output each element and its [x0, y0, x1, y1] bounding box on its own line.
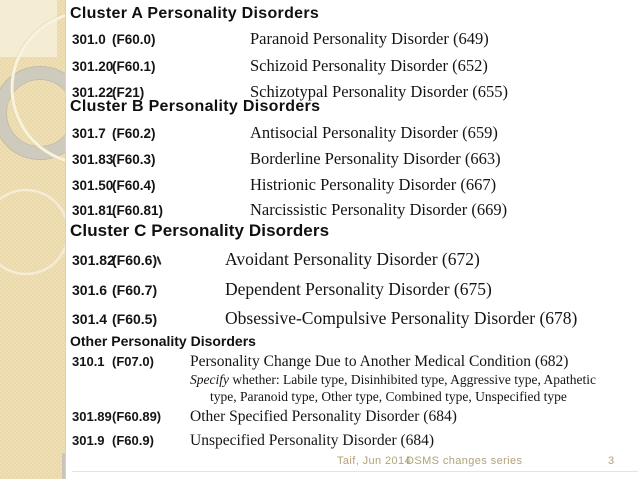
- dsm-code: 310.1: [72, 354, 105, 369]
- table-row: 301.50 (F60.4) Histrionic Personality Di…: [72, 175, 634, 195]
- icd-code: (F60.2): [112, 126, 156, 141]
- dsm-code: 301.83: [72, 152, 114, 167]
- decorative-sidebar: [0, 0, 66, 479]
- sidebar-circles-graphic: [0, 0, 65, 276]
- sidebar-bottom-tab: [62, 452, 65, 479]
- dsm-code: 301.89: [72, 409, 112, 424]
- table-row: 301.20 (F60.1) Schizoid Personality Diso…: [72, 56, 634, 76]
- icd-code: (F60.1): [112, 59, 156, 74]
- dsm-code: 301.9: [72, 433, 105, 448]
- dsm-code: 301.4: [72, 311, 108, 327]
- section-heading-other: Other Personality Disorders: [70, 333, 256, 349]
- icd-code: (F07.0): [112, 354, 154, 369]
- disorder-name: Paranoid Personality Disorder (649): [250, 29, 489, 48]
- section-heading-cluster-c: Cluster C Personality Disorders: [70, 221, 330, 240]
- icd-code: (F60.0): [112, 32, 156, 47]
- table-row: 301.6 (F60.7) Dependent Personality Diso…: [72, 279, 634, 300]
- table-row: 301.89 (F60.89) Other Specified Personal…: [72, 408, 634, 426]
- specify-rest: whether: Labile type, Disinhibited type,…: [228, 372, 597, 387]
- icd-code: (F60.4): [112, 178, 156, 193]
- icd-code: (F21): [112, 85, 145, 100]
- section-heading-cluster-b: Cluster B Personality Disorders: [70, 98, 321, 115]
- dsm-code: 301.82: [72, 252, 115, 268]
- table-row: 301.7 (F60.2) Antisocial Personality Dis…: [72, 123, 634, 143]
- footer-series: DSMS changes series: [406, 455, 523, 467]
- disorder-name: Schizotypal Personality Disorder (655): [250, 82, 508, 101]
- sidebar-light-square: [0, 0, 57, 57]
- faint-circle: [0, 188, 65, 276]
- disorder-name: Avoidant Personality Disorder (672): [225, 249, 480, 269]
- disorder-name: Schizoid Personality Disorder (652): [250, 56, 488, 75]
- page-number: 3: [608, 455, 615, 467]
- table-row: 301.81 (F60.81) Narcissistic Personality…: [72, 200, 634, 220]
- disorder-name: Unspecified Personality Disorder (684): [190, 432, 435, 449]
- icd-code: (F60.89): [112, 409, 162, 424]
- dsm-code: 301.50: [72, 178, 114, 193]
- specify-note-line1: Specify whether: Labile type, Disinhibit…: [190, 372, 596, 388]
- gray-ring: [0, 67, 65, 159]
- table-row: 301.0 (F60.0) Paranoid Personality Disor…: [72, 29, 634, 49]
- icd-code: (F60.6): [112, 252, 225, 268]
- dsm-code: 301.22: [72, 85, 114, 100]
- disorder-name: Borderline Personality Disorder (663): [250, 149, 501, 168]
- dsm-code: 301.7: [72, 126, 106, 141]
- table-row: 301.9 (F60.9) Unspecified Personality Di…: [72, 432, 634, 450]
- dsm-code: 301.20: [72, 59, 114, 74]
- table-row: 310.1 (F07.0) Personality Change Due to …: [72, 353, 634, 371]
- disorder-name: Other Specified Personality Disorder (68…: [190, 408, 457, 425]
- disorder-name: Narcissistic Personality Disorder (669): [250, 200, 508, 219]
- disorder-name: Personality Change Due to Another Medica…: [190, 353, 569, 370]
- gray-ring-outer-edge: [0, 66, 65, 160]
- stray-mark: [156, 255, 162, 266]
- dsm-code: 301.0: [72, 32, 106, 47]
- dsm-code: 301.81: [72, 203, 114, 218]
- disorder-name: Obsessive-Compulsive Personality Disorde…: [225, 308, 578, 328]
- cream-circle: [10, 14, 65, 162]
- slide-bottom-edge: [72, 471, 638, 472]
- table-row: 301.4 (F60.5) Obsessive-Compulsive Perso…: [72, 308, 634, 329]
- dsm-code: 301.6: [72, 282, 108, 298]
- table-row: 301.83 (F60.3) Borderline Personality Di…: [72, 149, 634, 169]
- disorder-name: Antisocial Personality Disorder (659): [250, 123, 498, 142]
- table-row: 301.22 (F21) Schizotypal Personality Dis…: [72, 82, 634, 102]
- specify-note-line2: type, Paranoid type, Other type, Combine…: [210, 389, 567, 404]
- icd-code: (F60.7): [112, 282, 158, 298]
- icd-code: (F60.9): [112, 433, 154, 448]
- section-heading-cluster-a: Cluster A Personality Disorders: [70, 5, 320, 22]
- footer-date: Taif, Jun 2014: [337, 455, 412, 467]
- icd-code: (F60.81): [112, 203, 164, 218]
- icd-code: (F60.3): [112, 152, 156, 167]
- disorder-name: Dependent Personality Disorder (675): [225, 279, 492, 299]
- disorder-name: Histrionic Personality Disorder (667): [250, 175, 497, 194]
- table-row: 301.82 (F60.6) Avoidant Personality Diso…: [72, 249, 634, 270]
- icd-code: (F60.5): [112, 311, 158, 327]
- specify-lead: Specify: [190, 372, 229, 387]
